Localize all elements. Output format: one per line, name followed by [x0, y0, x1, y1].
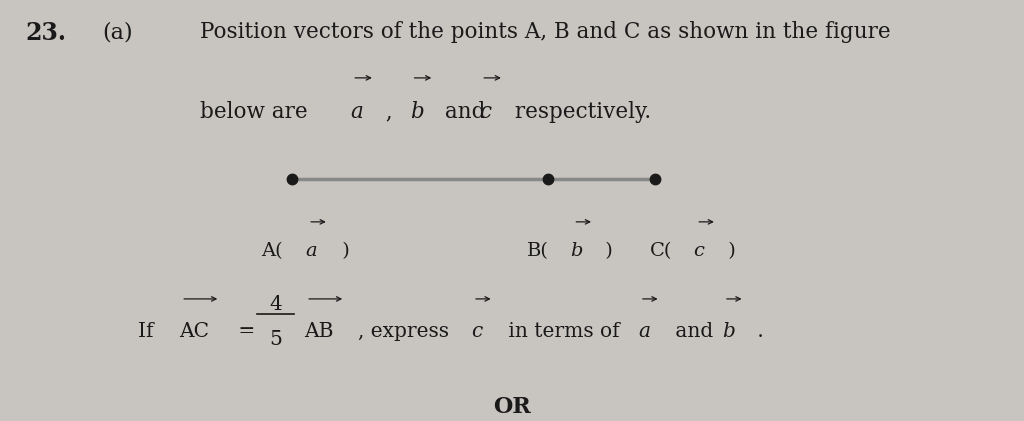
Text: OR: OR — [494, 396, 530, 418]
Text: respectively.: respectively. — [508, 101, 651, 123]
Text: B(: B( — [527, 242, 549, 260]
Text: c: c — [693, 242, 705, 260]
Text: C(: C( — [650, 242, 673, 260]
Text: AC: AC — [179, 322, 209, 341]
Text: in terms of: in terms of — [502, 322, 626, 341]
Text: If: If — [138, 322, 160, 341]
Text: b: b — [570, 242, 583, 260]
Text: b: b — [410, 101, 423, 123]
Text: a: a — [305, 242, 316, 260]
Text: 4: 4 — [269, 295, 282, 314]
Text: Position vectors of the points A, B and C as shown in the figure: Position vectors of the points A, B and … — [200, 21, 890, 43]
Text: below are: below are — [200, 101, 314, 123]
Text: AB: AB — [304, 322, 334, 341]
Text: 5: 5 — [269, 330, 282, 349]
Text: (a): (a) — [102, 21, 133, 43]
Text: b: b — [722, 322, 735, 341]
Text: =: = — [232, 322, 262, 341]
Text: a: a — [638, 322, 650, 341]
Text: ): ) — [336, 242, 349, 260]
Text: ): ) — [722, 242, 735, 260]
Text: a: a — [350, 101, 364, 123]
Text: A(: A( — [261, 242, 283, 260]
Text: 23.: 23. — [26, 21, 67, 45]
Text: ,: , — [379, 101, 407, 123]
Text: , express: , express — [358, 322, 456, 341]
Text: c: c — [479, 101, 492, 123]
Text: and: and — [669, 322, 719, 341]
Text: ): ) — [599, 242, 612, 260]
Text: .: . — [751, 322, 763, 341]
Text: and: and — [438, 101, 500, 123]
Text: c: c — [471, 322, 482, 341]
